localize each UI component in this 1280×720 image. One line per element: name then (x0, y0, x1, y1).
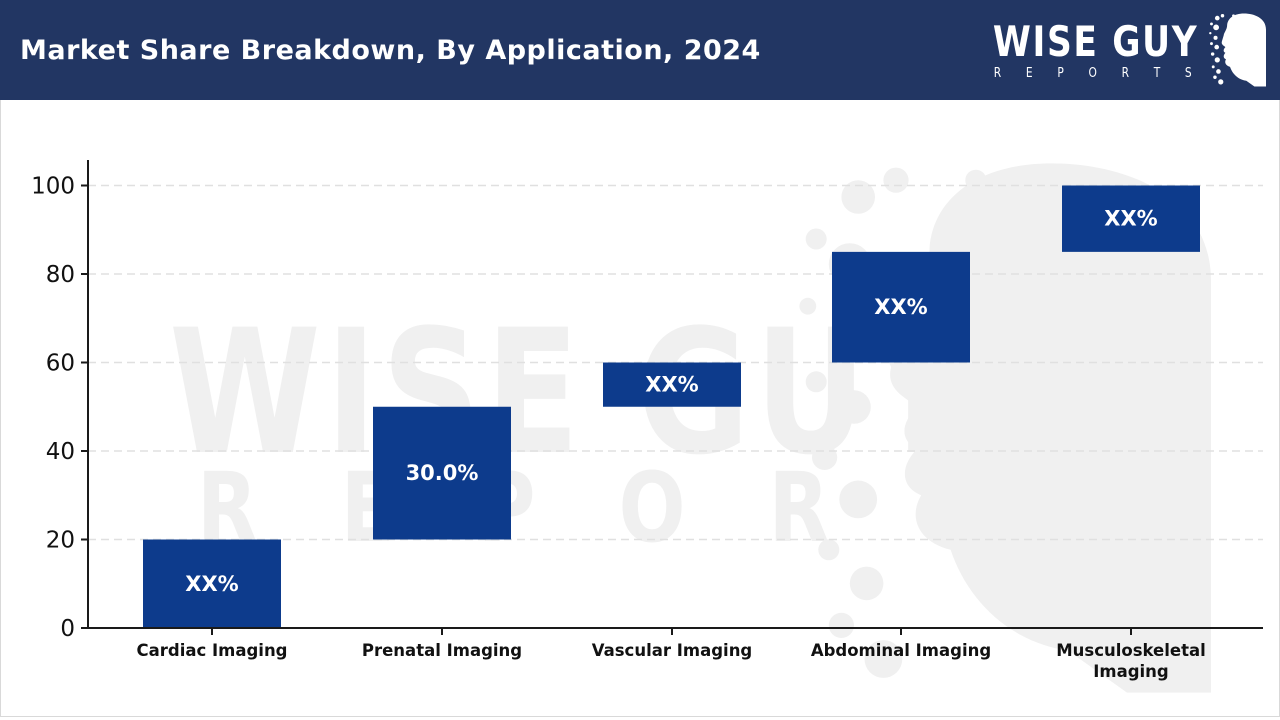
bar-value-label: XX% (874, 295, 927, 319)
bar-value-label: 30.0% (406, 461, 479, 485)
page-title: Market Share Breakdown, By Application, … (20, 34, 761, 66)
logo-face-icon (1208, 11, 1266, 89)
y-tick-label: 100 (31, 174, 75, 200)
y-tick-label: 60 (46, 351, 75, 377)
y-tick-label: 40 (46, 439, 75, 465)
logo-text: WISE GUY R E P O R T S (989, 16, 1202, 81)
bar-3 (832, 251, 970, 363)
x-category-label: Imaging (1093, 662, 1169, 681)
x-category-label: Prenatal Imaging (362, 641, 522, 660)
bar-value-label: XX% (185, 572, 238, 596)
y-tick-label: 80 (46, 262, 75, 288)
x-category-label: Musculoskeletal (1056, 641, 1206, 660)
logo: WISE GUY R E P O R T S (942, 10, 1266, 90)
bar-2 (603, 362, 741, 407)
y-tick-label: 0 (60, 616, 75, 642)
bar-value-label: XX% (645, 373, 698, 397)
logo-subtitle: R E P O R T S (993, 65, 1202, 81)
logo-wordmark: WISE GUY (992, 16, 1198, 66)
header-bar: Market Share Breakdown, By Application, … (0, 0, 1280, 100)
bar-0 (143, 539, 281, 628)
x-category-label: Abdominal Imaging (811, 641, 991, 660)
y-tick-label: 20 (46, 528, 75, 554)
bar-4 (1062, 185, 1200, 252)
x-category-label: Vascular Imaging (592, 641, 753, 660)
waterfall-chart: XX% 30.0% XX% XX% XX% 0 20 40 60 80 100 Cardiac Ima… (31, 160, 1263, 681)
chart-area: WISE GUY R E P O R T S XX% 30.0% XX% XX% XX%… (0, 100, 1280, 717)
bar-1 (373, 406, 511, 540)
x-category-label: Cardiac Imaging (137, 641, 288, 660)
bar-value-label: XX% (1104, 207, 1157, 231)
